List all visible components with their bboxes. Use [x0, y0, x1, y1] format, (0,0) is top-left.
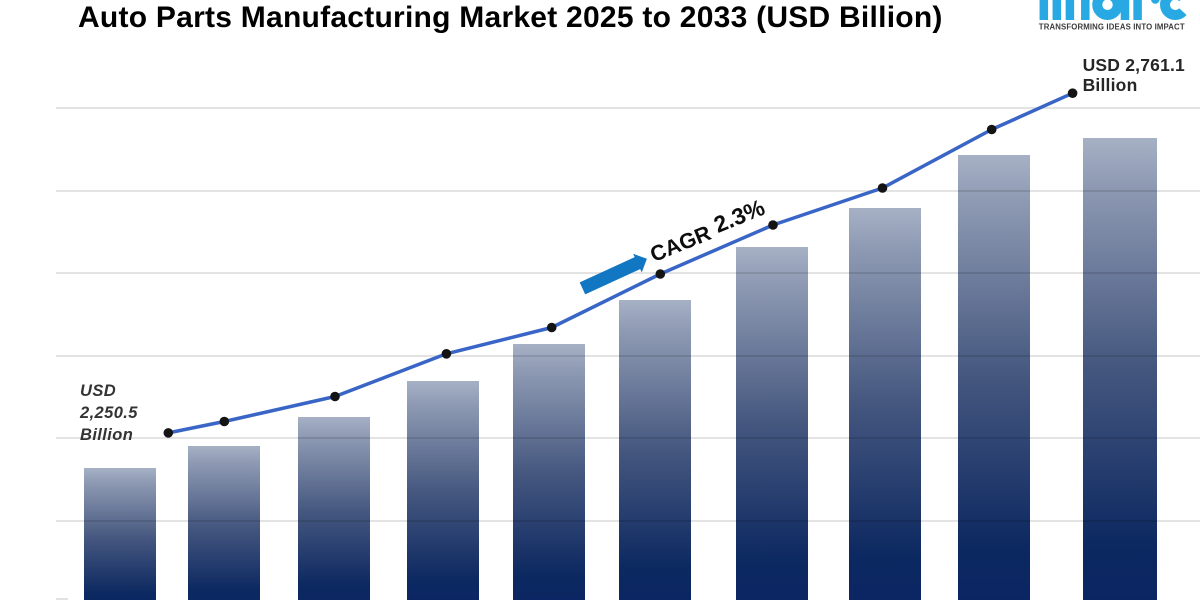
svg-text:TRANSFORMING IDEAS INTO IMPACT: TRANSFORMING IDEAS INTO IMPACT — [1039, 23, 1185, 32]
